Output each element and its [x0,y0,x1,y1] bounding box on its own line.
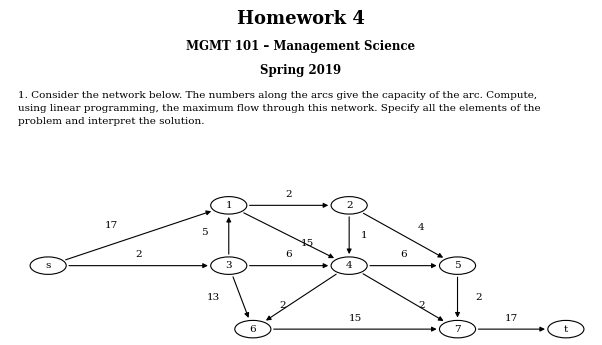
Text: 1: 1 [361,231,368,240]
Text: 13: 13 [207,293,220,302]
Text: 3: 3 [225,261,232,270]
Text: 2: 2 [285,190,293,199]
Ellipse shape [548,321,584,338]
Text: MGMT 101 – Management Science: MGMT 101 – Management Science [187,40,415,53]
Text: 15: 15 [349,314,362,323]
Text: t: t [563,325,568,334]
Ellipse shape [439,321,476,338]
Text: 5: 5 [454,261,461,270]
Ellipse shape [235,321,271,338]
Text: 15: 15 [300,239,314,248]
Text: 7: 7 [454,325,461,334]
Text: 6: 6 [285,250,293,259]
Text: 2: 2 [279,301,287,310]
Ellipse shape [30,257,66,274]
Text: 2: 2 [418,301,425,310]
Ellipse shape [439,257,476,274]
Text: 17: 17 [505,314,518,323]
Ellipse shape [331,197,367,214]
Text: 6: 6 [400,250,407,259]
Text: 6: 6 [249,325,256,334]
Text: 2: 2 [475,293,482,302]
Text: 2: 2 [135,250,142,259]
Text: 4: 4 [418,223,425,232]
Text: 17: 17 [105,221,118,230]
Text: s: s [46,261,51,270]
Ellipse shape [211,197,247,214]
Text: Spring 2019: Spring 2019 [261,64,341,77]
Text: Homework 4: Homework 4 [237,10,365,28]
Text: 5: 5 [201,228,208,237]
Text: 4: 4 [346,261,353,270]
Ellipse shape [331,257,367,274]
Text: 1: 1 [225,201,232,210]
Text: 1. Consider the network below. The numbers along the arcs give the capacity of t: 1. Consider the network below. The numbe… [18,91,541,126]
Text: 2: 2 [346,201,353,210]
Ellipse shape [211,257,247,274]
